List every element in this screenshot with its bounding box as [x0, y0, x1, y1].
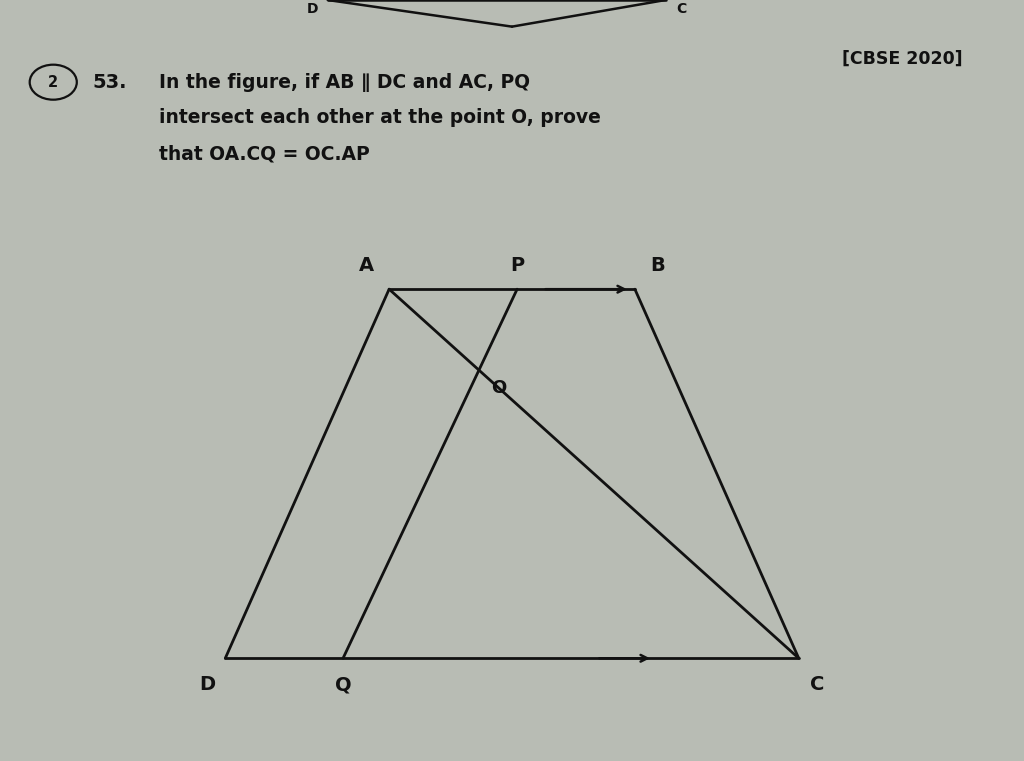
Text: [CBSE 2020]: [CBSE 2020] [842, 49, 963, 68]
Text: intersect each other at the point O, prove: intersect each other at the point O, pro… [159, 109, 601, 127]
Text: C: C [676, 2, 686, 15]
Text: that OA.CQ = OC.AP: that OA.CQ = OC.AP [159, 145, 370, 163]
Text: B: B [650, 256, 665, 275]
Text: P: P [510, 256, 524, 275]
Text: C: C [810, 675, 824, 694]
Text: In the figure, if AB ∥ DC and AC, PQ: In the figure, if AB ∥ DC and AC, PQ [159, 73, 529, 91]
Text: 53.: 53. [92, 73, 127, 91]
Text: D: D [199, 675, 215, 694]
Text: D: D [306, 2, 318, 15]
Text: O: O [492, 379, 507, 397]
Text: Q: Q [335, 675, 351, 694]
Text: 2: 2 [48, 75, 58, 90]
Text: A: A [359, 256, 374, 275]
